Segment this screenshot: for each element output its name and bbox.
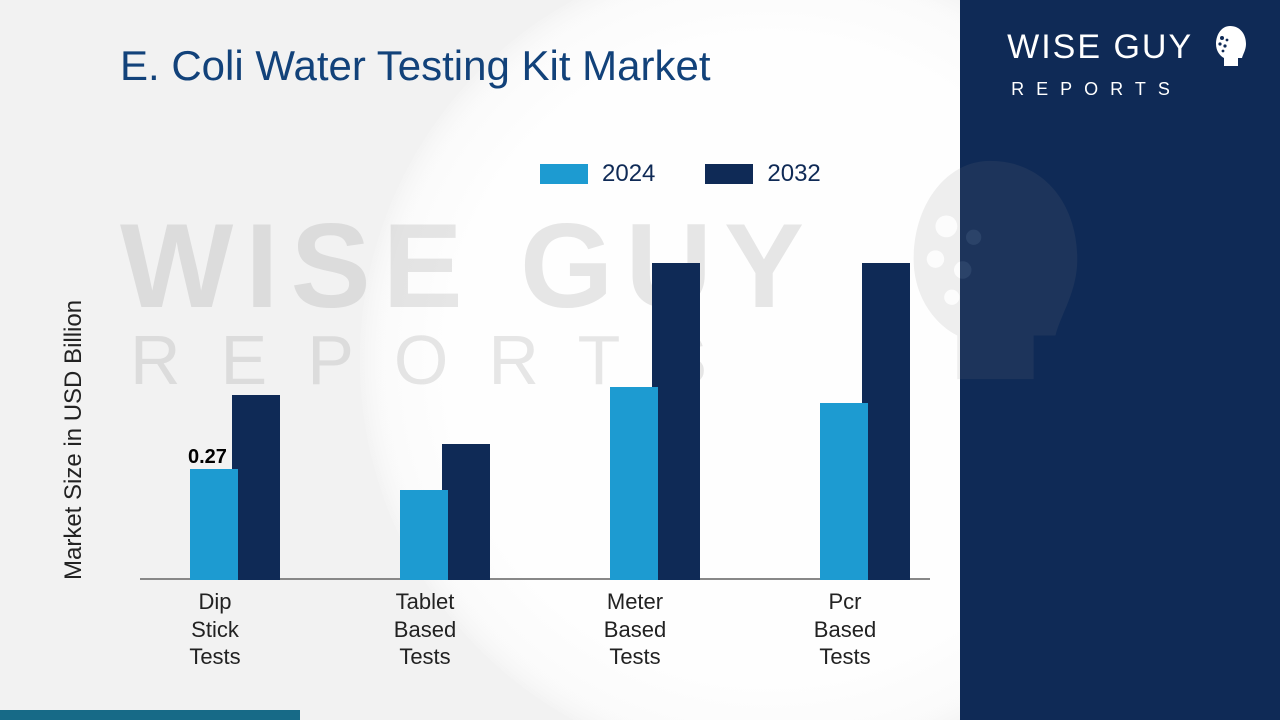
bottom-accent-strip <box>0 710 300 720</box>
bar-2024 <box>610 387 658 580</box>
head-icon <box>1210 24 1250 74</box>
bar-group: 0.27 <box>170 395 300 580</box>
legend-label-2024: 2024 <box>602 160 655 188</box>
bar-2032 <box>232 395 280 580</box>
bar-value-label: 0.27 <box>188 446 227 469</box>
category-label: PcrBasedTests <box>780 588 910 671</box>
category-label: TabletBasedTests <box>360 588 490 671</box>
bar-2024: 0.27 <box>190 469 238 580</box>
category-label: MeterBasedTests <box>570 588 700 671</box>
bar-2024 <box>400 490 448 580</box>
chart-title: E. Coli Water Testing Kit Market <box>120 42 711 90</box>
bar-group <box>380 444 510 580</box>
logo-bottom-text: REPORTS <box>1007 80 1250 98</box>
logo-top-text: WISE GUY <box>1007 28 1192 66</box>
legend-swatch-2024 <box>540 164 588 184</box>
legend-item-2032: 2032 <box>705 160 820 188</box>
bar-group <box>590 263 720 580</box>
legend-item-2024: 2024 <box>540 160 655 188</box>
legend: 2024 2032 <box>540 160 821 188</box>
brand-logo: WISE GUY REPORTS <box>1007 24 1250 98</box>
canvas: WISE GUY REPORTS WISE GUY REPORTS <box>0 0 1280 720</box>
bar-2032 <box>442 444 490 580</box>
bar-2024 <box>820 403 868 580</box>
bar-2032 <box>652 263 700 580</box>
chart-plot-area: 0.27DipStickTestsTabletBasedTestsMeterBa… <box>140 210 930 580</box>
legend-label-2032: 2032 <box>767 160 820 188</box>
y-axis-label: Market Size in USD Billion <box>60 300 88 580</box>
legend-swatch-2032 <box>705 164 753 184</box>
bar-group <box>800 263 930 580</box>
category-label: DipStickTests <box>150 588 280 671</box>
bar-2032 <box>862 263 910 580</box>
